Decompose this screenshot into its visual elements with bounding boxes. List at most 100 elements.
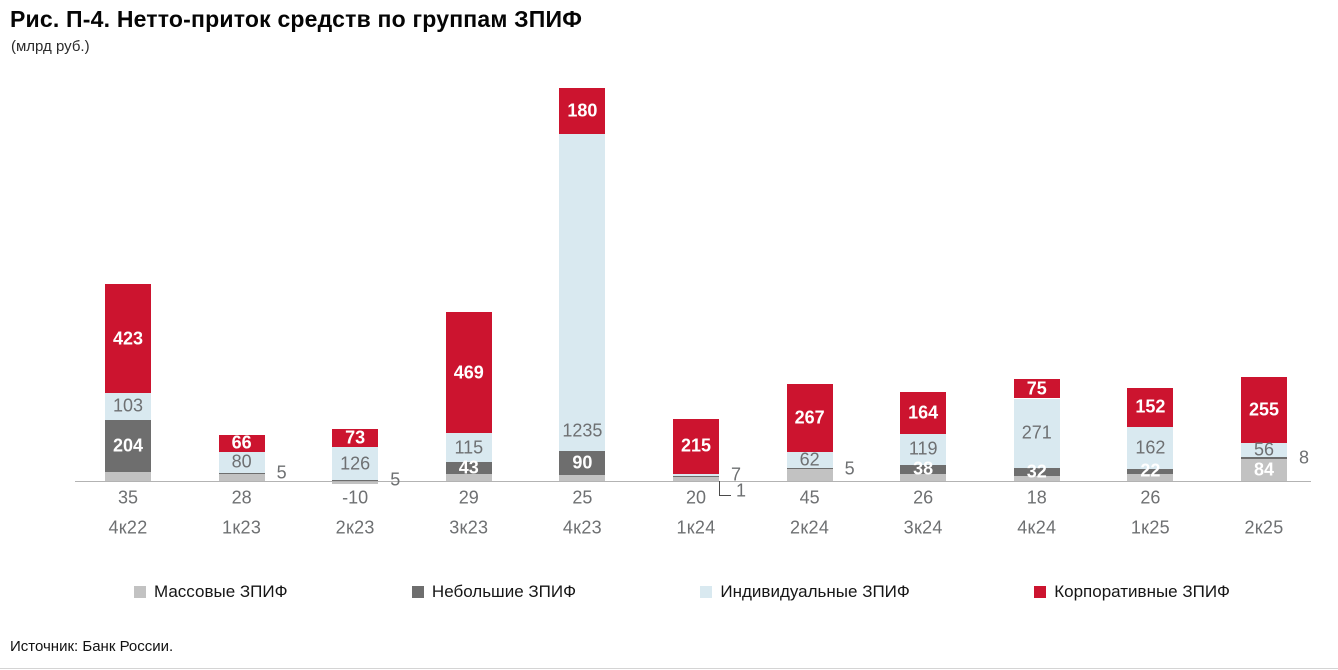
bar-segment-2к23-s1: [332, 479, 379, 481]
value-label: 25: [572, 487, 593, 508]
value-label: 38: [913, 458, 934, 479]
bar-segment-3к23-s2: [445, 432, 492, 463]
bar-segment-1к25-s3: [1127, 387, 1174, 428]
value-label: 7: [731, 464, 742, 485]
value-label: 5: [276, 462, 287, 483]
bar-segment-2к23-s3: [332, 428, 379, 448]
bar-segment-4к22-s1: [105, 419, 151, 472]
bar-segment-2к25-s1: [1241, 457, 1287, 460]
legend-item-nebolshie: Небольшие ЗПИФ: [411, 582, 576, 602]
bar-segment-4к24-s1: [1013, 468, 1060, 477]
bar-segment-2к23-s0: [332, 481, 379, 484]
x-axis-line: [75, 481, 1311, 482]
bar-segment-4к23-s1: [559, 451, 606, 475]
value-label: 164: [908, 402, 939, 423]
chart-subtitle: (млрд руб.): [11, 38, 90, 55]
value-label: 66: [231, 432, 252, 453]
bar-segment-2к25-s3: [1241, 377, 1287, 443]
value-label: 73: [345, 427, 366, 448]
value-label: 43: [458, 457, 479, 478]
category-label: 2к25: [1244, 517, 1284, 538]
bar-segment-3к24-s2: [900, 433, 947, 465]
value-label: 75: [1026, 378, 1047, 399]
legend-label-massovye: Массовые ЗПИФ: [154, 582, 288, 601]
legend-swatch-massovye: [134, 586, 146, 598]
value-label: 62: [799, 449, 820, 470]
legend-swatch-korporativnye: [1034, 586, 1047, 598]
plot-area: 35 204 103 423 4к22 28 5 80 66 1к23 -10 5 126 73 2к23 2…: [75, 87, 1311, 538]
bar-segment-1к24-s0: [673, 475, 719, 481]
source-note: Источник: Банк России.: [10, 638, 174, 655]
value-label: 204: [112, 435, 144, 456]
bar-segment-4к23-s0: [559, 474, 606, 481]
bar-segment-2к24-s0: [786, 469, 833, 481]
value-label: 5: [390, 469, 401, 490]
value-label: 255: [1248, 399, 1280, 420]
value-label: 1235: [562, 420, 603, 441]
bar-segment-2к25-s0: [1241, 459, 1287, 481]
value-label: 22: [1140, 460, 1161, 481]
bar-segment-4к22-s2: [105, 393, 151, 420]
bar-segment-1к23-s3: [218, 434, 265, 452]
value-label: 18: [1026, 487, 1047, 508]
value-label: 215: [680, 435, 712, 456]
bar-segment-1к25-s0: [1127, 474, 1174, 481]
legend-label-nebolshie: Небольшие ЗПИФ: [431, 582, 576, 601]
value-label: 1: [736, 480, 747, 501]
bar-segment-1к24-s2: [673, 473, 719, 476]
bar-segment-1к25-s2: [1127, 427, 1174, 469]
value-label: -10: [342, 487, 369, 508]
bar-segment-1к23-s1: [218, 472, 265, 474]
value-label: 84: [1253, 459, 1275, 480]
value-label: 90: [572, 452, 593, 473]
bar-segment-4к23-s2: [559, 134, 606, 452]
value-label: 119: [908, 438, 938, 459]
category-label: 4к24: [1017, 517, 1057, 538]
chart-title: Рис. П-4. Нетто-приток средств по группа…: [10, 6, 583, 32]
bar-segment-1к24-s3: [673, 418, 719, 474]
bar-segment-3к24-s1: [900, 464, 947, 475]
bar-segment-3к23-s0: [445, 473, 492, 481]
value-label: 423: [112, 328, 144, 349]
bar-segment-3к23-s1: [445, 462, 492, 474]
value-label: 32: [1026, 461, 1047, 482]
callout-line: [719, 481, 731, 496]
legend-item-korporativnye: Корпоративные ЗПИФ: [1034, 582, 1230, 602]
category-label: 1к23: [222, 517, 262, 538]
value-label: 103: [112, 395, 144, 416]
value-label: 267: [794, 407, 825, 428]
value-label: 20: [685, 487, 707, 508]
category-label: 2к24: [790, 517, 830, 538]
value-label: 162: [1135, 437, 1166, 458]
legend-item-individualnye: Индивидуальные ЗПИФ: [700, 582, 910, 602]
bar-segment-4к22-s0: [105, 472, 151, 481]
bar-segment-1к23-s0: [218, 473, 265, 481]
category-label: 4к22: [108, 517, 148, 538]
bar-segment-4к24-s2: [1013, 398, 1060, 469]
value-label: 271: [1021, 422, 1052, 443]
category-label: 1к25: [1130, 517, 1170, 538]
value-label: 29: [458, 487, 479, 508]
bar-segment-3к24-s0: [900, 474, 947, 481]
category-label: 3к24: [903, 517, 943, 538]
legend-item-massovye: Массовые ЗПИФ: [134, 582, 288, 602]
value-label: 35: [117, 487, 139, 508]
bar-segment-2к24-s2: [786, 452, 833, 469]
bar-segment-1к25-s1: [1127, 468, 1174, 475]
value-label: 28: [231, 487, 252, 508]
legend-swatch-individualnye: [700, 586, 713, 598]
legend-label-individualnye: Индивидуальные ЗПИФ: [720, 582, 910, 601]
value-label: 80: [231, 451, 252, 472]
value-label: 469: [453, 362, 484, 383]
value-label: 5: [844, 458, 855, 479]
bar-segment-4к22-s3: [105, 284, 151, 394]
value-label: 126: [340, 453, 371, 474]
bar-segment-4к24-s3: [1013, 379, 1060, 399]
value-label: 26: [913, 487, 934, 508]
bar-segment-2к24-s3: [786, 383, 833, 453]
value-label: 152: [1135, 396, 1166, 417]
value-label: 115: [454, 437, 484, 458]
bar-segment-3к24-s3: [900, 391, 947, 434]
bar-segment-4к23-s3: [559, 87, 606, 135]
